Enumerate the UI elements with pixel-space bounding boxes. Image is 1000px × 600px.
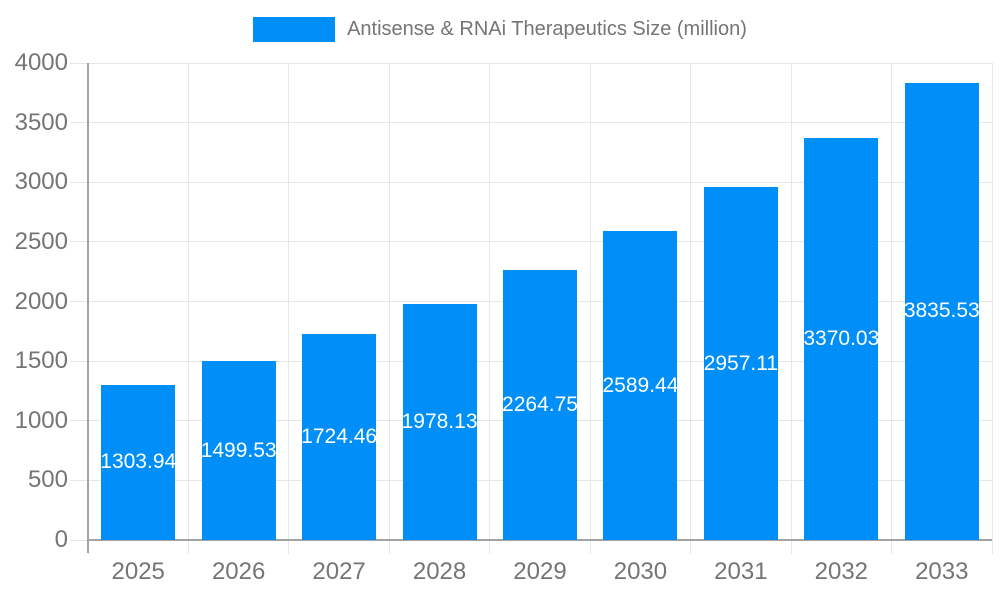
bar[interactable]: 2957.11 <box>704 187 778 540</box>
bar-value-label: 2264.75 <box>502 392 578 416</box>
x-axis-line <box>88 539 992 541</box>
x-tick <box>690 540 692 554</box>
y-tick <box>70 62 88 64</box>
bar[interactable]: 1978.13 <box>401 304 478 540</box>
bar[interactable]: 3835.53 <box>903 82 980 540</box>
y-axis-label: 1000 <box>14 406 68 434</box>
y-axis-label: 3000 <box>14 168 68 196</box>
v-gridline <box>891 63 893 540</box>
y-tick <box>70 241 88 243</box>
y-tick <box>70 181 88 183</box>
v-gridline <box>589 63 591 540</box>
chart-legend[interactable]: Antisense & RNAi Therapeutics Size (mill… <box>0 17 1000 42</box>
y-axis-label: 4000 <box>14 49 68 76</box>
bar[interactable]: 1303.94 <box>100 384 177 540</box>
x-axis-label: 2030 <box>613 558 668 585</box>
v-gridline <box>690 63 692 540</box>
bar[interactable]: 3370.03 <box>803 138 880 540</box>
x-tick <box>489 540 491 554</box>
x-axis-label: 2029 <box>513 558 567 585</box>
x-axis-label: 2028 <box>412 558 467 585</box>
bar-value-label: 2589.44 <box>602 373 679 397</box>
bar-value-label: 1978.13 <box>401 410 478 434</box>
y-tick <box>70 539 88 541</box>
y-tick <box>70 479 88 481</box>
y-axis-label: 3500 <box>14 108 68 136</box>
x-tick <box>589 540 591 554</box>
h-gridline <box>88 122 992 124</box>
bar[interactable]: 1499.53 <box>200 361 277 540</box>
legend-label: Antisense & RNAi Therapeutics Size (mill… <box>347 18 747 40</box>
v-gridline <box>187 63 189 540</box>
y-axis-label: 500 <box>27 466 68 494</box>
bar-value-label: 1499.53 <box>200 438 277 462</box>
h-gridline <box>88 62 992 64</box>
x-tick <box>288 540 290 554</box>
v-gridline <box>288 63 290 540</box>
x-axis-label: 2025 <box>111 558 165 585</box>
y-axis-label: 0 <box>54 526 68 553</box>
h-gridline <box>88 241 992 243</box>
y-axis-label: 2000 <box>14 287 68 315</box>
x-tick <box>891 540 893 554</box>
bar-value-label: 1303.94 <box>100 450 177 474</box>
x-tick <box>991 540 993 554</box>
x-axis-label: 2026 <box>211 558 266 585</box>
y-axis-label: 1500 <box>14 347 68 375</box>
y-axis-line <box>87 63 89 553</box>
bar[interactable]: 2589.44 <box>602 231 679 540</box>
x-axis-label: 2027 <box>312 558 366 585</box>
x-tick <box>187 540 189 554</box>
x-tick <box>388 540 390 554</box>
v-gridline <box>790 63 792 540</box>
bar-value-label: 3370.03 <box>803 327 880 351</box>
v-gridline <box>388 63 390 540</box>
x-axis-label: 2032 <box>814 558 869 585</box>
y-tick <box>70 420 88 422</box>
bar-value-label: 2957.11 <box>703 351 779 375</box>
bar[interactable]: 1724.46 <box>301 334 378 540</box>
h-gridline <box>88 181 992 183</box>
x-axis-label: 2033 <box>915 558 969 585</box>
v-gridline <box>489 63 491 540</box>
x-tick <box>790 540 792 554</box>
v-gridline <box>991 63 993 540</box>
y-axis-label: 2500 <box>14 227 68 255</box>
x-axis-label: 2031 <box>714 558 768 585</box>
bar[interactable]: 2264.75 <box>502 269 578 540</box>
bar-value-label: 1724.46 <box>301 425 378 449</box>
bar-value-label: 3835.53 <box>903 299 980 323</box>
y-tick <box>70 360 88 362</box>
y-tick <box>70 301 88 302</box>
legend-swatch-icon <box>253 17 336 42</box>
y-tick <box>70 122 88 124</box>
